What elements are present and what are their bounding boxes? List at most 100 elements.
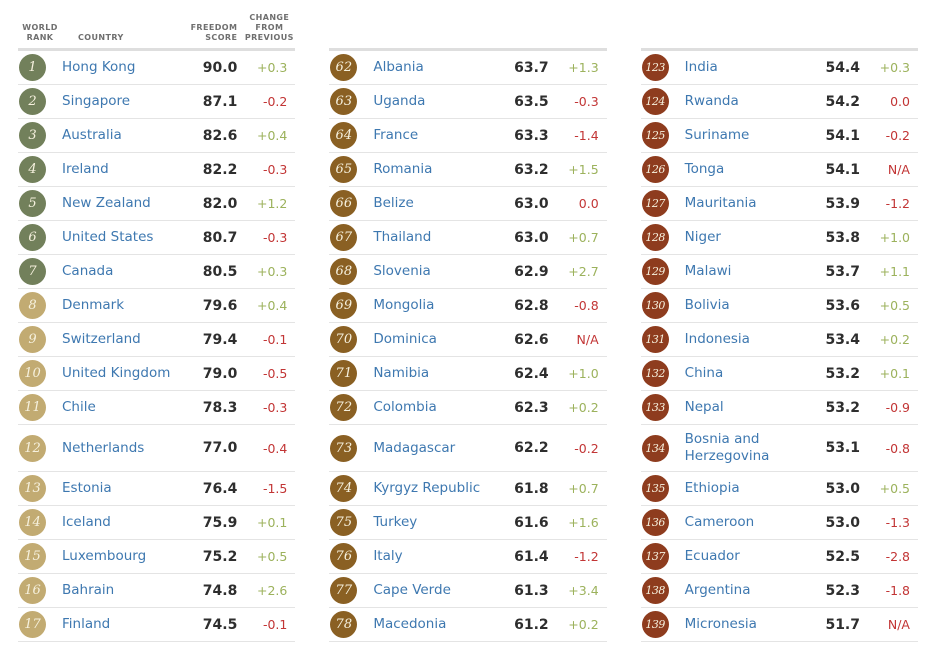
country-link[interactable]: Micronesia xyxy=(684,616,757,633)
country-link[interactable]: Cameroon xyxy=(684,514,755,531)
score-change: +1.0 xyxy=(568,366,599,381)
country-link[interactable]: Canada xyxy=(62,263,114,280)
country-link[interactable]: Kyrgyz Republic xyxy=(373,480,481,497)
country-row: 126 Tonga 54.1 N/A xyxy=(640,153,918,187)
country-link[interactable]: United States xyxy=(62,229,154,246)
country-row: 132 China 53.2 +0.1 xyxy=(640,357,918,391)
country-link[interactable]: Uganda xyxy=(373,93,426,110)
country-link[interactable]: Estonia xyxy=(62,480,112,497)
freedom-score: 53.9 xyxy=(825,195,860,212)
freedom-score: 54.1 xyxy=(825,127,860,144)
country-link[interactable]: Niger xyxy=(684,229,721,246)
country-link[interactable]: Malawi xyxy=(684,263,732,280)
country-link[interactable]: Denmark xyxy=(62,297,125,314)
freedom-score: 90.0 xyxy=(202,59,238,76)
ranking-rows: 1 Hong Kong 90.0 +0.3 2 Singapore 87.1 -… xyxy=(18,48,296,642)
rank-badge: 124 xyxy=(641,88,669,115)
rank-badge: 125 xyxy=(641,122,669,149)
freedom-score: 77.0 xyxy=(202,440,238,456)
country-link[interactable]: Dominica xyxy=(373,331,437,348)
country-link[interactable]: Argentina xyxy=(684,582,751,599)
freedom-score: 62.6 xyxy=(514,331,549,348)
freedom-score: 74.5 xyxy=(202,616,238,633)
country-link[interactable]: Mauritania xyxy=(684,195,757,212)
country-link[interactable]: Tonga xyxy=(684,161,725,178)
country-link[interactable]: Turkey xyxy=(373,514,418,531)
country-link[interactable]: India xyxy=(684,59,718,76)
rank-badge: 12 xyxy=(19,434,46,462)
country-link[interactable]: United Kingdom xyxy=(62,365,171,382)
rank-badge: 134 xyxy=(641,434,669,462)
country-row: 67 Thailand 63.0 +0.7 xyxy=(329,221,607,255)
country-link[interactable]: Singapore xyxy=(62,93,131,110)
country-link[interactable]: Macedonia xyxy=(373,616,447,633)
country-row: 135 Ethiopia 53.0 +0.5 xyxy=(640,472,918,506)
rank-badge: 7 xyxy=(19,258,46,285)
country-link[interactable]: Netherlands xyxy=(62,439,145,456)
country-link[interactable]: Slovenia xyxy=(373,263,431,280)
score-change: +0.1 xyxy=(256,515,288,530)
score-change: +0.5 xyxy=(879,298,910,313)
rank-badge: 10 xyxy=(19,360,46,387)
rank-badge: 14 xyxy=(19,509,46,536)
rank-badge: 139 xyxy=(641,611,669,638)
country-link[interactable]: Italy xyxy=(373,548,403,565)
country-link[interactable]: Bolivia xyxy=(684,297,730,314)
country-link[interactable]: Indonesia xyxy=(684,331,750,348)
freedom-score: 53.4 xyxy=(825,331,860,348)
score-change: -1.3 xyxy=(885,515,910,530)
rank-badge: 132 xyxy=(641,360,669,387)
score-change: -0.8 xyxy=(885,440,910,456)
freedom-score: 63.3 xyxy=(514,127,549,144)
score-change: +0.3 xyxy=(256,264,288,279)
freedom-score: 75.9 xyxy=(202,514,238,531)
country-link[interactable]: Iceland xyxy=(62,514,111,531)
country-link[interactable]: New Zealand xyxy=(62,195,151,212)
rank-badge: 66 xyxy=(330,190,358,217)
country-link[interactable]: Thailand xyxy=(373,229,432,246)
country-link[interactable]: Finland xyxy=(62,616,111,633)
country-link[interactable]: Mongolia xyxy=(373,297,435,314)
country-link[interactable]: Hong Kong xyxy=(62,59,136,76)
country-link[interactable]: Ireland xyxy=(62,161,109,178)
country-link[interactable]: Cape Verde xyxy=(373,582,451,599)
country-link[interactable]: Ethiopia xyxy=(684,480,740,497)
score-change: 0.0 xyxy=(890,94,910,109)
country-row: 64 France 63.3 -1.4 xyxy=(329,119,607,153)
score-change: -0.2 xyxy=(574,440,599,456)
country-link[interactable]: Suriname xyxy=(684,127,750,144)
country-link[interactable]: Australia xyxy=(62,127,122,144)
country-link[interactable]: Bosnia and Herzegovina xyxy=(684,431,770,464)
country-link[interactable]: Luxembourg xyxy=(62,548,147,565)
country-row: 9 Switzerland 79.4 -0.1 xyxy=(18,323,296,357)
country-link[interactable]: China xyxy=(684,365,724,382)
country-link[interactable]: Belize xyxy=(373,195,414,212)
country-link[interactable]: Chile xyxy=(62,399,96,416)
country-row: 124 Rwanda 54.2 0.0 xyxy=(640,85,918,119)
country-link[interactable]: Switzerland xyxy=(62,331,141,348)
score-change: +0.2 xyxy=(568,617,599,632)
score-change: N/A xyxy=(887,617,910,632)
rank-badge: 129 xyxy=(641,258,669,285)
country-link[interactable]: Romania xyxy=(373,161,433,178)
country-row: 14 Iceland 75.9 +0.1 xyxy=(18,506,296,540)
rank-badge: 136 xyxy=(641,509,669,536)
country-link[interactable]: France xyxy=(373,127,419,144)
country-link[interactable]: Albania xyxy=(373,59,424,76)
country-link[interactable]: Colombia xyxy=(373,399,437,416)
rank-badge: 17 xyxy=(19,611,46,638)
rank-badge: 131 xyxy=(641,326,669,353)
freedom-score: 79.4 xyxy=(202,331,238,348)
rank-badge: 137 xyxy=(641,543,669,570)
country-link[interactable]: Madagascar xyxy=(373,439,456,456)
country-link[interactable]: Rwanda xyxy=(684,93,739,110)
country-link[interactable]: Bahrain xyxy=(62,582,115,599)
country-row: 78 Macedonia 61.2 +0.2 xyxy=(329,608,607,642)
country-link[interactable]: Ecuador xyxy=(684,548,740,565)
country-link[interactable]: Nepal xyxy=(684,399,724,416)
country-row: 11 Chile 78.3 -0.3 xyxy=(18,391,296,425)
country-link[interactable]: Namibia xyxy=(373,365,430,382)
score-change: -0.1 xyxy=(262,332,288,347)
rank-badge: 65 xyxy=(330,156,358,183)
rank-badge: 138 xyxy=(641,577,669,604)
